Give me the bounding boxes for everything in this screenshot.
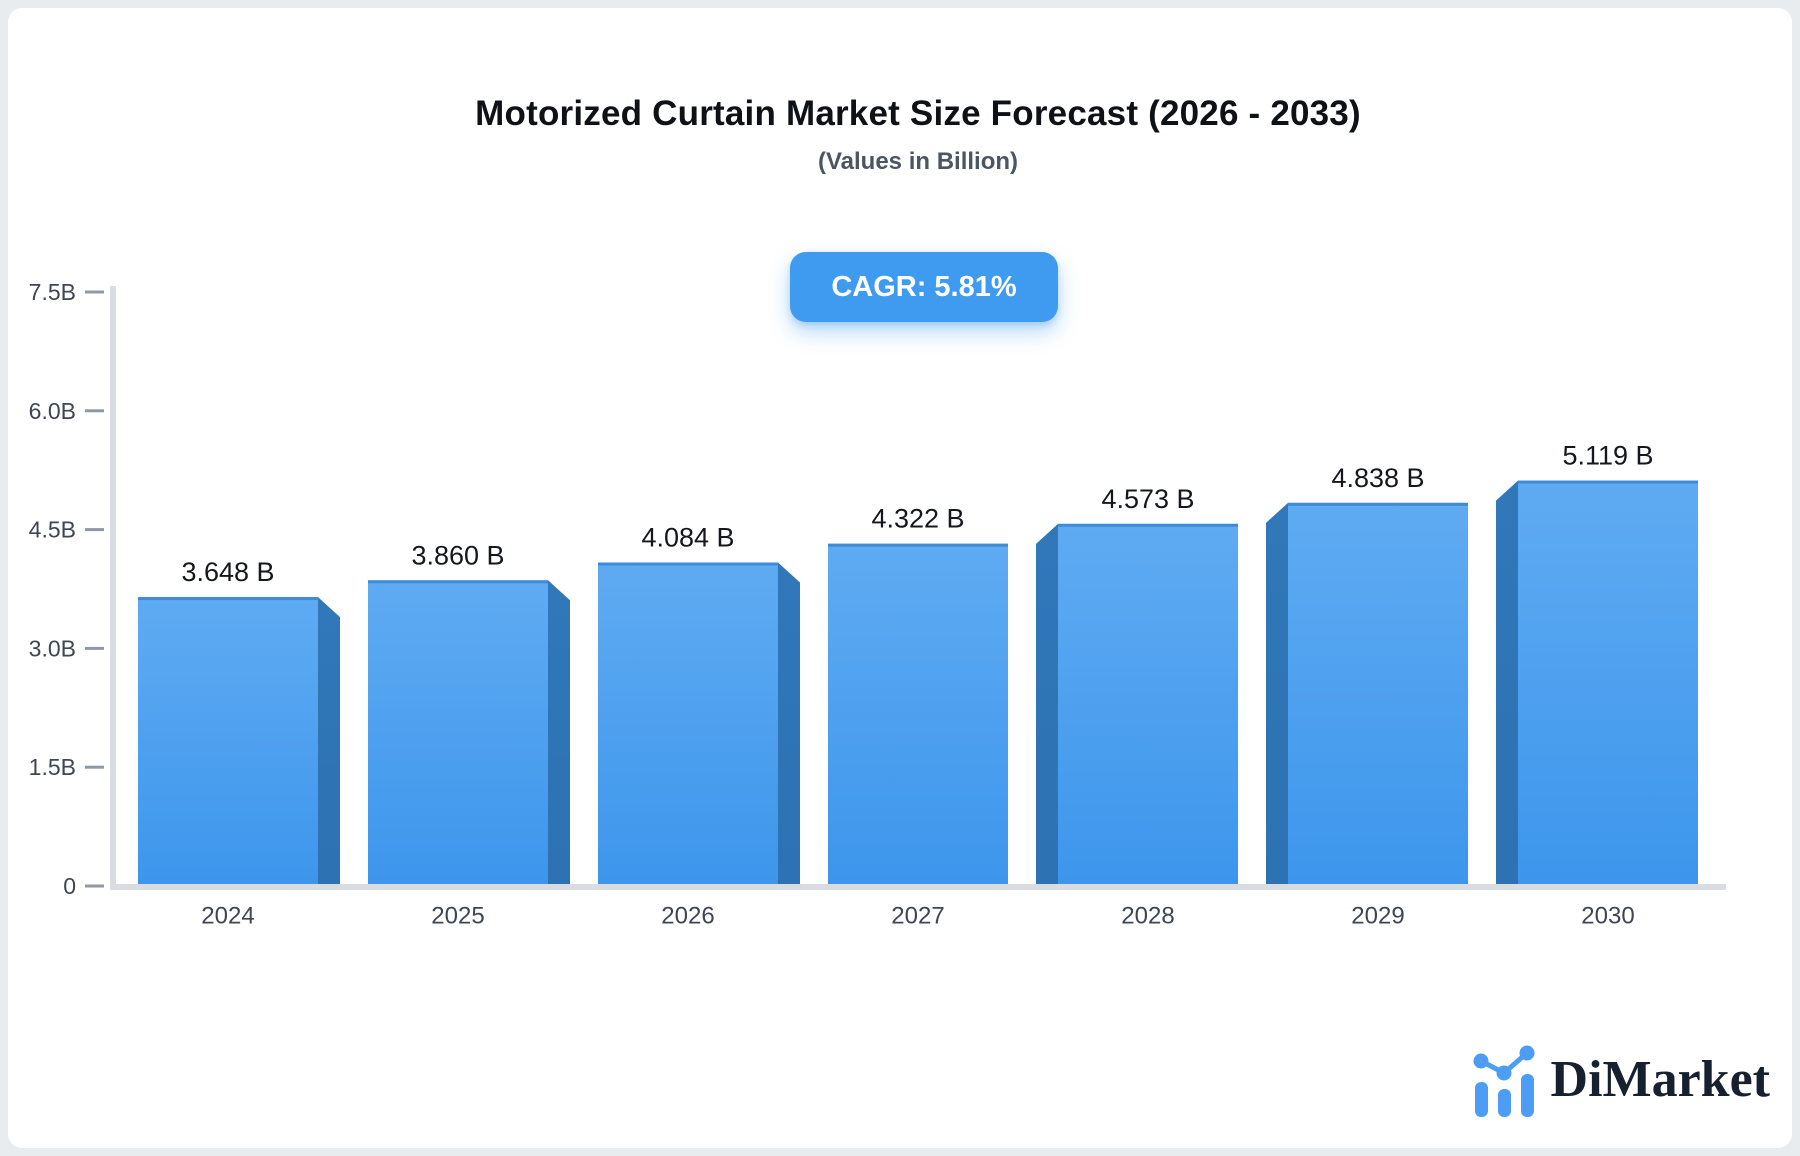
bar-2025 bbox=[368, 580, 570, 886]
bar-side-face bbox=[318, 597, 340, 886]
y-tick-label: 7.5B bbox=[29, 279, 76, 305]
bar-2029 bbox=[1266, 502, 1468, 886]
y-tick-mark bbox=[85, 409, 104, 413]
bar-face bbox=[1058, 523, 1238, 886]
bar-side-face bbox=[548, 580, 570, 886]
y-axis-line bbox=[110, 286, 116, 890]
y-tick-mark bbox=[85, 290, 104, 294]
y-tick-mark bbox=[85, 765, 104, 769]
chart-title: Motorized Curtain Market Size Forecast (… bbox=[475, 94, 1361, 133]
bar-face bbox=[1288, 502, 1468, 886]
brand-logo: DiMarket bbox=[1473, 1042, 1770, 1118]
brand-name: DiMarket bbox=[1550, 1051, 1770, 1108]
bar-side-face bbox=[778, 562, 800, 886]
cagr-badge: CAGR: 5.81% bbox=[790, 252, 1058, 322]
bar-side-face bbox=[1496, 480, 1518, 886]
x-category-label: 2028 bbox=[1121, 903, 1174, 930]
bar-top-edge bbox=[1058, 523, 1238, 527]
bar-side-face bbox=[1266, 502, 1288, 886]
bar-face bbox=[1518, 480, 1698, 886]
bar-2030 bbox=[1496, 480, 1698, 886]
bar-value-label: 4.838 B bbox=[1331, 463, 1424, 493]
labels-layer: 3.648 B 2024 3.860 B 2025 4.084 B 2026 4.322 B… bbox=[110, 441, 1726, 930]
bar-value-label: 3.860 B bbox=[411, 540, 504, 570]
x-category-label: 2026 bbox=[661, 903, 714, 930]
bar-face bbox=[598, 562, 778, 886]
bar-value-label: 4.084 B bbox=[641, 523, 734, 553]
bar-face bbox=[828, 543, 1008, 886]
y-tick-label: 1.5B bbox=[29, 754, 76, 780]
cagr-badge-label: CAGR: 5.81% bbox=[831, 270, 1017, 303]
bar-2026 bbox=[598, 562, 800, 886]
bar-top-edge bbox=[138, 597, 318, 601]
chart-subtitle: (Values in Billion) bbox=[817, 148, 1019, 175]
x-category-label: 2025 bbox=[431, 903, 484, 930]
y-tick-mark bbox=[85, 884, 104, 888]
bar-top-edge bbox=[598, 562, 778, 566]
bar-2024 bbox=[138, 597, 340, 886]
bar-top-edge bbox=[368, 580, 548, 584]
bar-2027 bbox=[828, 543, 1008, 886]
y-tick-mark bbox=[85, 528, 104, 532]
bar-side-face bbox=[1036, 523, 1058, 886]
y-tick-label: 6.0B bbox=[29, 398, 76, 424]
bar-2028 bbox=[1036, 523, 1238, 886]
axis-layer: 7.5B 6.0B 4.5B 3.0B 1.5B 0 bbox=[29, 279, 116, 899]
bar-value-label: 3.648 B bbox=[181, 557, 274, 587]
y-tick-label: 3.0B bbox=[29, 635, 76, 661]
bar-top-edge bbox=[1288, 502, 1468, 506]
y-tick-label: 0 bbox=[63, 873, 76, 899]
bar-top-edge bbox=[828, 543, 1008, 547]
bar-value-label: 5.119 B bbox=[1562, 441, 1653, 471]
bars-layer bbox=[138, 480, 1698, 886]
bar-chart-logo-icon bbox=[1473, 1045, 1535, 1117]
x-category-label: 2030 bbox=[1581, 903, 1634, 930]
bar-top-edge bbox=[1518, 480, 1698, 484]
bar-face bbox=[368, 580, 548, 886]
bar-value-label: 4.322 B bbox=[871, 504, 964, 534]
x-category-label: 2024 bbox=[201, 903, 254, 930]
bar-value-label: 4.573 B bbox=[1101, 484, 1194, 514]
y-tick-label: 4.5B bbox=[29, 517, 76, 543]
x-category-label: 2029 bbox=[1351, 903, 1404, 930]
y-tick-mark bbox=[85, 646, 104, 650]
x-category-label: 2027 bbox=[891, 903, 944, 930]
bar-face bbox=[138, 597, 318, 886]
x-axis-line bbox=[110, 884, 1726, 890]
